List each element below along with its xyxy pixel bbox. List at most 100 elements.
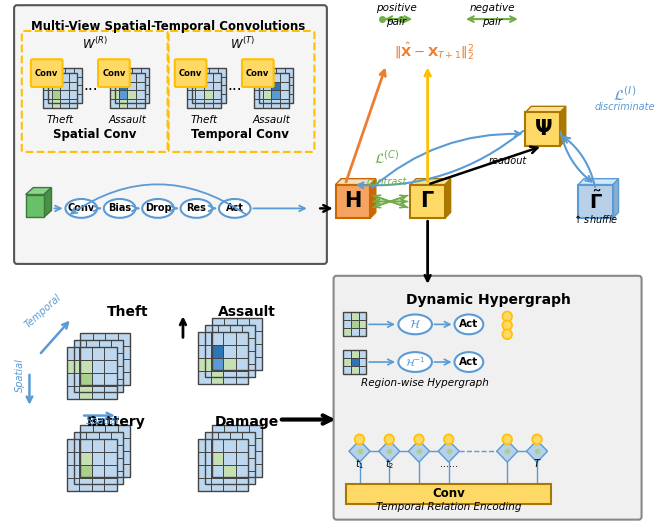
Text: negative: negative [469,3,515,13]
Bar [263,91,271,100]
Bar [74,68,82,77]
Bar [218,339,230,351]
Bar [271,100,280,108]
Text: Drop: Drop [145,203,172,213]
Bar [242,432,255,445]
Bar [93,333,105,346]
Bar [98,340,111,353]
Bar [79,465,92,478]
Bar [56,68,65,77]
Bar [205,339,218,351]
Bar [223,345,236,358]
Bar [224,331,237,344]
Bar [230,471,242,484]
Bar [249,439,261,451]
Bar [69,91,77,100]
Bar [117,333,130,346]
Bar [198,371,211,384]
Bar [212,319,261,370]
Bar [259,94,267,103]
Bar [351,366,358,374]
Bar [127,82,136,91]
Bar [249,451,261,464]
Ellipse shape [455,352,483,372]
Polygon shape [349,440,370,462]
Bar [230,339,242,351]
Bar [81,333,93,346]
Circle shape [502,434,512,444]
Text: Spatial: Spatial [85,417,119,427]
Bar [236,358,248,371]
Text: Act: Act [226,203,244,213]
Bar [117,464,130,477]
Bar [111,445,123,458]
Bar [119,82,127,91]
Text: $\mathbf{H}$: $\mathbf{H}$ [344,191,362,212]
Bar [74,340,86,353]
Bar [343,350,366,374]
Bar [276,68,284,77]
Bar [204,100,213,108]
Bar [98,445,111,458]
Circle shape [502,311,512,321]
Bar [74,379,86,392]
Bar [209,85,218,94]
Bar [236,439,248,452]
Polygon shape [612,179,618,219]
Bar [200,85,209,94]
Bar [81,372,93,385]
Text: $W^{(R)}$: $W^{(R)}$ [82,36,108,52]
Bar [249,344,261,357]
Bar [86,340,98,353]
Bar [284,85,293,94]
Bar [98,353,111,366]
Text: Conv: Conv [246,69,269,78]
Bar [141,85,149,94]
Bar [86,353,98,366]
Text: $\mathcal{L}^{(C)}$: $\mathcal{L}^{(C)}$ [374,149,399,167]
Bar [205,325,218,339]
Bar [60,73,69,82]
Bar [212,464,224,477]
Bar [195,100,204,108]
Bar [230,351,242,364]
Polygon shape [578,179,618,184]
Bar [351,350,358,358]
Bar [79,478,92,491]
Bar [115,68,149,103]
Bar [198,345,211,358]
Bar [204,82,213,91]
FancyBboxPatch shape [333,276,642,520]
Bar [218,77,226,85]
Bar [111,353,123,366]
Bar [211,371,223,384]
Bar [48,94,56,103]
Bar [132,77,141,85]
Bar [98,471,111,484]
Bar [74,77,82,85]
Bar [191,94,200,103]
Bar [237,319,249,331]
Bar [343,358,351,366]
Bar [267,94,276,103]
Bar [242,351,255,364]
Bar [237,331,249,344]
Circle shape [532,434,542,444]
Bar [280,100,288,108]
Ellipse shape [399,352,432,372]
Text: Conv: Conv [432,487,465,500]
Bar [211,452,223,465]
Bar [117,346,130,359]
Bar [98,458,111,471]
Bar [236,332,248,345]
Bar [93,425,105,439]
Bar [230,445,242,458]
Bar [351,358,358,366]
Bar [200,77,209,85]
Bar [212,439,224,451]
Bar [111,432,123,445]
Bar [105,439,117,451]
Bar [358,320,366,329]
Text: pair: pair [386,17,406,27]
Bar [74,458,86,471]
